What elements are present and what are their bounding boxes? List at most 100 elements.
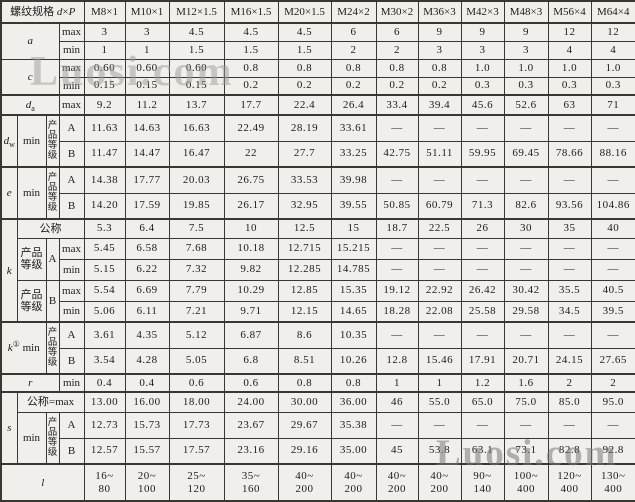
- value-cell: 7.32: [168, 258, 225, 281]
- value-cell: 0.8: [277, 373, 332, 393]
- value-cell: 33.25: [330, 140, 377, 168]
- value-cell: 13.7: [168, 94, 225, 116]
- value-cell: 10.26: [330, 347, 377, 375]
- value-cell: 1.0: [590, 58, 635, 78]
- table-row: min 1 1 1.5 1.5 1.5 2 2 3 3 3 4 4: [1, 40, 635, 60]
- value-cell: 9.82: [223, 258, 279, 281]
- value-cell: 26.42: [460, 279, 505, 302]
- row-label: k① min: [0, 321, 47, 375]
- column-header: M56×4: [547, 0, 592, 24]
- value-cell: 1: [124, 40, 170, 60]
- value-cell: 0.8: [330, 373, 377, 393]
- value-cell: 5.12: [168, 321, 225, 349]
- value-cell: 27.7: [277, 140, 332, 168]
- value-cell: 25~ 120: [168, 463, 225, 502]
- value-cell: 12: [547, 22, 592, 42]
- value-cell: 5.54: [83, 279, 126, 302]
- value-cell: 95.0: [590, 391, 635, 413]
- value-cell: 22.92: [417, 279, 462, 302]
- value-cell: 16.47: [168, 140, 225, 168]
- value-cell: 12.57: [83, 437, 126, 465]
- value-cell: 18.7: [375, 218, 419, 239]
- row-label: A: [45, 237, 60, 281]
- value-cell: 75.0: [503, 391, 549, 413]
- value-cell: 16.00: [124, 391, 170, 413]
- value-cell: —: [590, 237, 635, 260]
- value-cell: 35: [547, 218, 592, 239]
- value-cell: 1.5: [277, 40, 332, 60]
- value-cell: 7.79: [168, 279, 225, 302]
- value-cell: 78.66: [547, 140, 592, 168]
- value-cell: 1: [417, 373, 462, 393]
- value-cell: 6: [330, 22, 377, 42]
- value-cell: 42.75: [375, 140, 419, 168]
- value-cell: 20.71: [503, 347, 549, 375]
- value-cell: 33.53: [277, 166, 332, 194]
- value-cell: 40~ 200: [417, 463, 462, 502]
- value-cell: 33.4: [375, 94, 419, 116]
- value-cell: 39.4: [417, 94, 462, 116]
- table-row: k① min 产品等级 A 3.61 4.35 5.12 6.87 8.6 10.35— — — — —…: [0, 321, 635, 375]
- column-header: M16×1.5: [223, 0, 279, 24]
- value-cell: 0.3: [547, 76, 592, 96]
- row-label: dw: [0, 114, 18, 168]
- value-cell: 5.45: [83, 237, 126, 260]
- value-cell: —: [375, 321, 419, 349]
- row-label: min: [58, 76, 85, 96]
- value-cell: 0.3: [503, 76, 549, 96]
- row-label: 产品等级: [45, 321, 60, 375]
- value-cell: 22.08: [417, 300, 462, 323]
- value-cell: —: [547, 237, 592, 260]
- value-cell: 3: [460, 40, 505, 60]
- value-cell: 33.61: [330, 114, 377, 142]
- value-cell: 0.8: [375, 58, 419, 78]
- header-row: 螺纹规格 d×P M8×1 M10×1 M12×1.5 M16×1.5 M20×1.5 M2…: [0, 0, 635, 24]
- value-cell: 5.06: [83, 300, 126, 323]
- value-cell: 59.95: [460, 140, 505, 168]
- row-label: 产品等级: [16, 279, 47, 323]
- row-label: B: [58, 437, 85, 465]
- value-cell: 11.2: [124, 94, 170, 116]
- value-cell: —: [375, 258, 419, 281]
- row-label: e: [0, 166, 18, 220]
- value-cell: 4.5: [168, 22, 225, 42]
- value-cell: 0.15: [83, 76, 126, 96]
- table-row: B 11.47 14.47 16.47 22 27.7 33.25 42.75 51.11 59.…: [1, 140, 635, 168]
- value-cell: 28.19: [277, 114, 332, 142]
- row-label: 螺纹规格 d×P: [0, 0, 85, 24]
- value-cell: 1.0: [503, 58, 549, 78]
- value-cell: —: [460, 411, 505, 439]
- value-cell: 6: [375, 22, 419, 42]
- column-header: M12×1.5: [168, 0, 225, 24]
- value-cell: 17.57: [168, 437, 225, 465]
- value-cell: 13.00: [83, 391, 126, 413]
- value-cell: 1: [83, 40, 126, 60]
- value-cell: 40~ 200: [330, 463, 377, 502]
- value-cell: 12.5: [277, 218, 332, 239]
- value-cell: 18.00: [168, 391, 225, 413]
- value-cell: 40.5: [590, 279, 635, 302]
- value-cell: 17.59: [124, 192, 170, 220]
- value-cell: 2: [547, 373, 592, 393]
- value-cell: 0.8: [277, 58, 332, 78]
- row-label: 产品等级: [45, 114, 60, 168]
- row-label: A: [58, 166, 85, 194]
- value-cell: 0.6: [223, 373, 279, 393]
- value-cell: 5.05: [168, 347, 225, 375]
- value-cell: 32.95: [277, 192, 332, 220]
- value-cell: 19.85: [168, 192, 225, 220]
- value-cell: 0.4: [83, 373, 126, 393]
- value-cell: 130~ 400: [590, 463, 635, 502]
- value-cell: 14.47: [124, 140, 170, 168]
- value-cell: 11.47: [83, 140, 126, 168]
- value-cell: 8.6: [277, 321, 332, 349]
- value-cell: —: [417, 114, 462, 142]
- value-cell: 88.16: [590, 140, 635, 168]
- table-row: da max 9.2 11.2 13.7 17.7 22.4 26.4 33.4 39.4 45.6…: [0, 94, 635, 116]
- table-row: min 5.15 6.22 7.32 9.82 12.285 14.785— — — — — —: [1, 258, 635, 281]
- row-label: A: [58, 114, 85, 142]
- value-cell: 22.5: [417, 218, 462, 239]
- value-cell: 29.67: [277, 411, 332, 439]
